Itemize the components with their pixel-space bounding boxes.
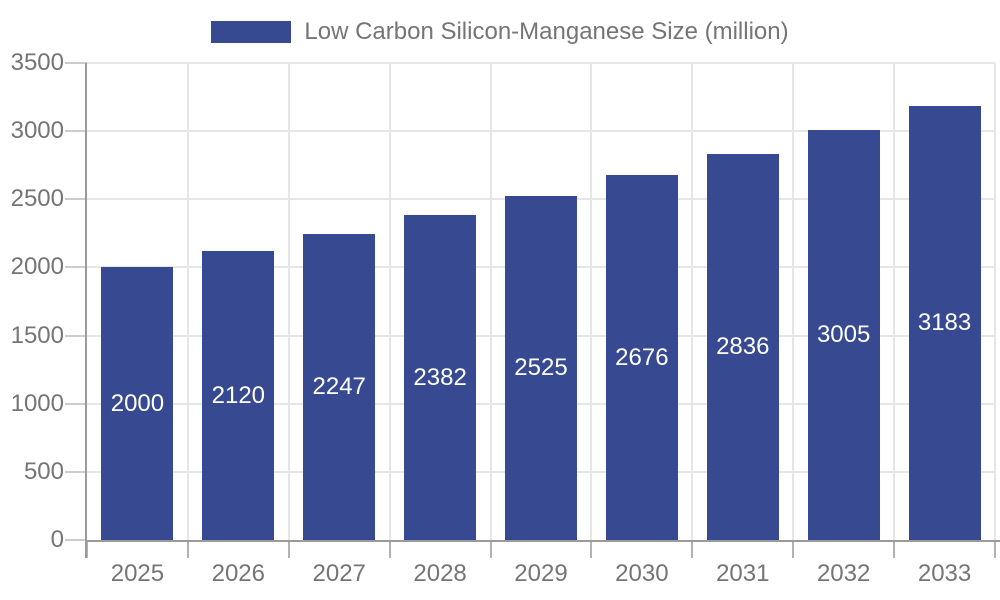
v-gridline bbox=[489, 63, 492, 540]
bar-value-label: 2382 bbox=[413, 363, 467, 391]
bar[interactable]: 2836 bbox=[706, 153, 779, 540]
bar-value-label: 2836 bbox=[716, 332, 770, 360]
x-axis-label: 2029 bbox=[514, 560, 568, 587]
bar[interactable]: 3183 bbox=[908, 106, 981, 540]
y-axis-label: 1500 bbox=[10, 321, 64, 349]
x-axis-label: 2032 bbox=[816, 560, 871, 587]
bar-value-label: 3183 bbox=[917, 309, 972, 337]
y-axis-line bbox=[85, 63, 87, 558]
x-tick bbox=[489, 542, 492, 558]
legend-label: Low Carbon Silicon-Manganese Size (milli… bbox=[304, 18, 789, 45]
y-axis-label: 0 bbox=[50, 526, 64, 553]
h-gridline bbox=[87, 130, 995, 133]
y-axis-label: 2000 bbox=[10, 253, 64, 281]
v-gridline bbox=[388, 63, 391, 540]
bar-value-label: 3005 bbox=[816, 321, 871, 349]
x-axis-label: 2028 bbox=[413, 560, 467, 587]
bar-value-label: 2525 bbox=[514, 353, 568, 381]
plot-area: 0 500 1000 1500 2000 2500 3000 3500 2025 2026 2027… bbox=[11, 49, 1000, 587]
y-axis-label: 3500 bbox=[10, 49, 64, 76]
bar-value-label: 2120 bbox=[211, 381, 266, 409]
y-axis-label: 3000 bbox=[10, 117, 64, 145]
y-tick bbox=[65, 334, 87, 337]
x-tick bbox=[792, 542, 795, 558]
bar[interactable]: 2120 bbox=[202, 251, 275, 540]
legend-swatch bbox=[211, 21, 292, 43]
x-tick bbox=[691, 542, 694, 558]
bar[interactable]: 3005 bbox=[807, 130, 880, 540]
bar[interactable]: 2382 bbox=[404, 215, 477, 540]
y-tick bbox=[65, 130, 87, 133]
legend[interactable]: Low Carbon Silicon-Manganese Size (milli… bbox=[0, 18, 1000, 46]
x-tick bbox=[287, 542, 290, 558]
v-gridline bbox=[994, 63, 996, 540]
y-tick bbox=[65, 539, 87, 541]
bar-value-label: 2247 bbox=[312, 372, 366, 400]
y-axis-label: 500 bbox=[23, 457, 64, 485]
v-gridline bbox=[287, 63, 290, 540]
x-axis-label: 2025 bbox=[110, 560, 165, 587]
x-axis-label: 2026 bbox=[211, 560, 265, 587]
v-gridline bbox=[893, 63, 896, 540]
y-tick bbox=[65, 266, 87, 269]
y-tick bbox=[65, 198, 87, 201]
x-axis-line bbox=[85, 540, 1000, 542]
x-tick bbox=[994, 542, 996, 558]
bar[interactable]: 2247 bbox=[303, 233, 376, 540]
bar[interactable]: 2000 bbox=[101, 267, 174, 540]
x-axis-label: 2031 bbox=[716, 560, 770, 587]
x-tick bbox=[186, 542, 189, 558]
y-axis-label: 1000 bbox=[10, 389, 64, 417]
bar[interactable]: 2676 bbox=[605, 175, 678, 540]
bar[interactable]: 2525 bbox=[505, 195, 577, 540]
x-axis-label: 2030 bbox=[615, 560, 669, 587]
x-tick bbox=[893, 542, 896, 558]
h-gridline bbox=[87, 62, 995, 64]
y-axis-label: 2500 bbox=[10, 185, 64, 213]
y-tick bbox=[65, 470, 87, 473]
v-gridline bbox=[590, 63, 593, 540]
bar-value-label: 2000 bbox=[110, 389, 165, 417]
v-gridline bbox=[691, 63, 694, 540]
y-tick bbox=[65, 62, 87, 64]
x-axis-label: 2033 bbox=[917, 560, 972, 587]
x-tick bbox=[388, 542, 391, 558]
x-tick bbox=[590, 542, 593, 558]
v-gridline bbox=[792, 63, 795, 540]
x-axis-label: 2027 bbox=[312, 560, 366, 587]
x-tick bbox=[86, 542, 88, 558]
y-tick bbox=[65, 402, 87, 405]
bar-value-label: 2676 bbox=[615, 343, 669, 371]
v-gridline bbox=[186, 63, 189, 540]
